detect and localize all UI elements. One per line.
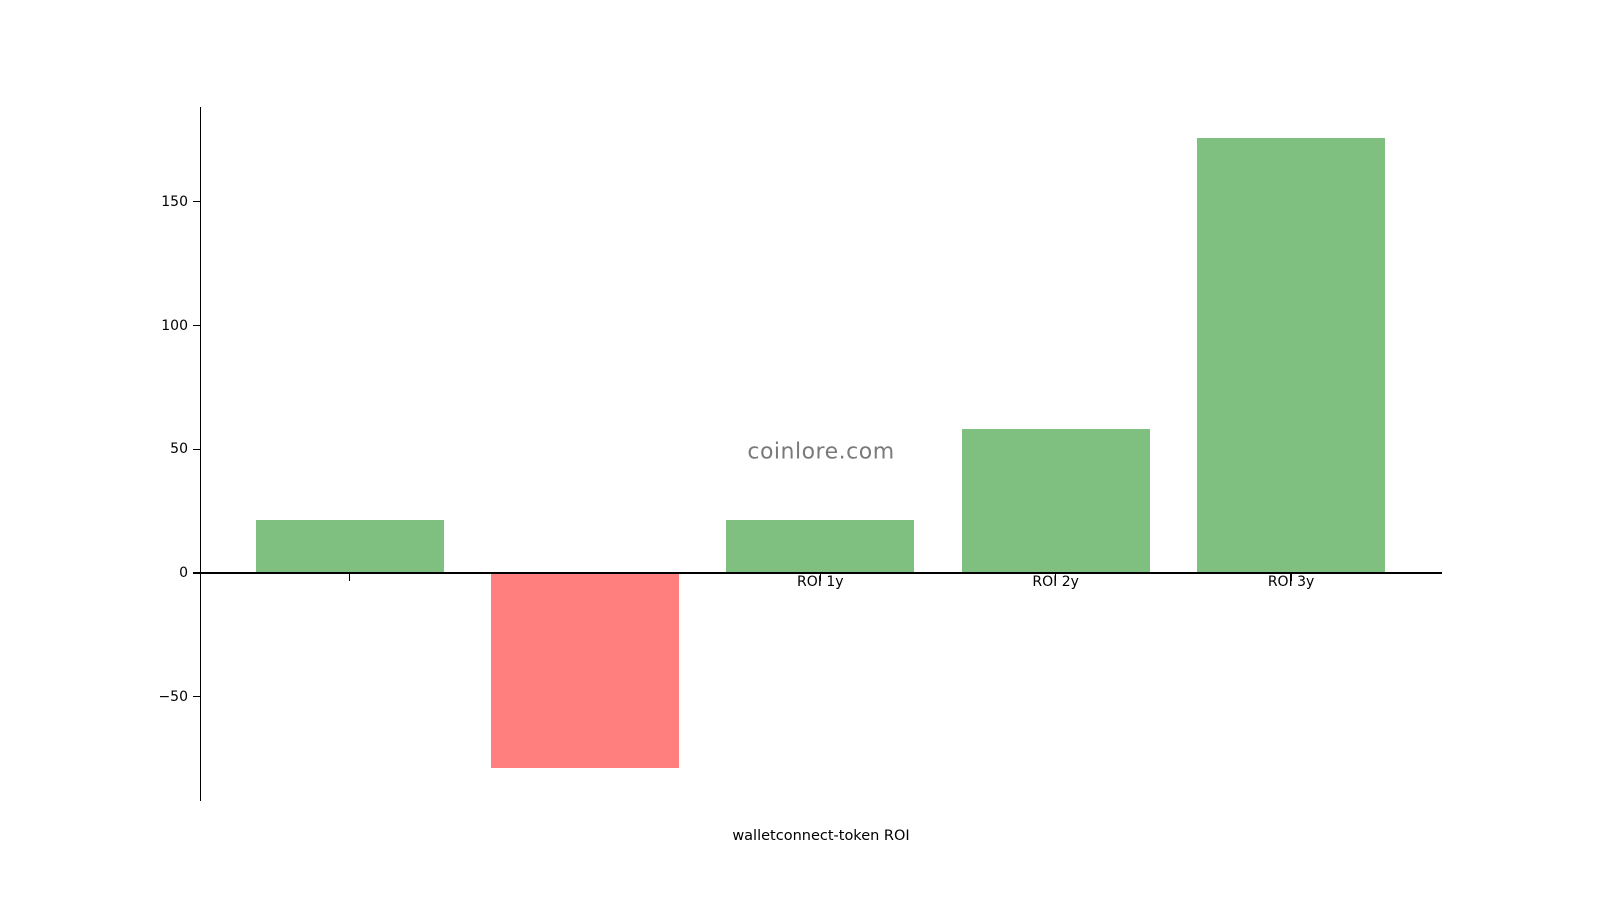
x-tick-mark bbox=[348, 573, 351, 581]
x-tick-label: ROI 2y bbox=[1032, 573, 1079, 590]
y-tick-mark bbox=[193, 324, 200, 327]
x-tick-mark bbox=[819, 573, 821, 581]
y-tick-mark bbox=[193, 448, 200, 450]
y-tick-mark bbox=[193, 572, 200, 574]
bar-category-1 bbox=[490, 573, 679, 768]
x-tick-mark bbox=[1055, 573, 1057, 581]
y-tick-label: 150 bbox=[161, 193, 188, 210]
bar-category-0 bbox=[255, 520, 444, 573]
x-axis-title: walletconnect-token ROI bbox=[732, 828, 910, 844]
watermark-text: coinlore.com bbox=[747, 439, 895, 465]
x-tick-label: ROI 3y bbox=[1267, 573, 1315, 590]
y-tick-label: 0 bbox=[179, 565, 188, 581]
bar-roi-1y bbox=[726, 520, 915, 573]
y-tick-mark bbox=[193, 696, 200, 698]
x-tick-label: ROI 1y bbox=[797, 573, 844, 590]
x-tick-mark bbox=[1290, 573, 1292, 581]
bar-roi-3y bbox=[1197, 137, 1386, 573]
y-tick-label: 100 bbox=[161, 317, 188, 334]
y-tick-mark bbox=[193, 201, 200, 203]
y-tick-label: −50 bbox=[158, 688, 188, 705]
bar-roi-2y bbox=[961, 429, 1150, 573]
x-axis-zero-line bbox=[200, 572, 1442, 574]
y-axis-line bbox=[200, 107, 202, 801]
y-tick-label: 50 bbox=[170, 441, 188, 458]
